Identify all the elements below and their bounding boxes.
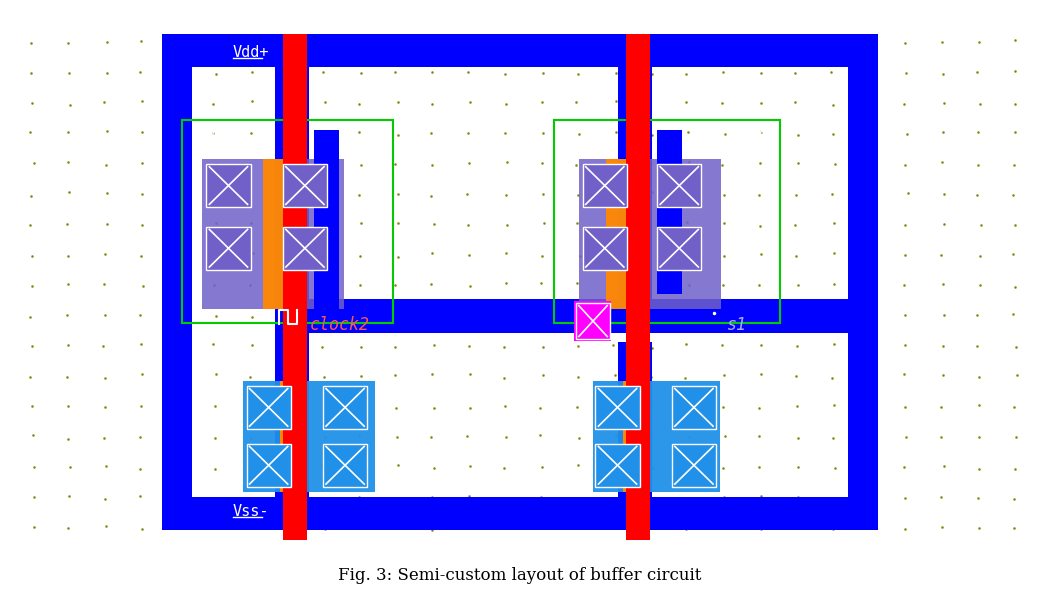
Bar: [162, 34, 878, 67]
Bar: [672, 443, 716, 487]
Bar: [672, 386, 716, 429]
Bar: [576, 303, 610, 340]
Bar: [206, 164, 251, 207]
Bar: [283, 34, 308, 554]
Bar: [323, 386, 367, 429]
Bar: [618, 34, 652, 304]
Bar: [323, 443, 367, 487]
Bar: [596, 443, 640, 487]
Bar: [593, 381, 720, 492]
Bar: [280, 381, 295, 492]
Bar: [295, 381, 308, 492]
Text: Vss-: Vss-: [233, 505, 269, 520]
Text: Vdd+: Vdd+: [193, 128, 230, 143]
Bar: [657, 164, 701, 207]
Bar: [579, 159, 721, 308]
Text: Fig. 3: Semi-custom layout of buffer circuit: Fig. 3: Semi-custom layout of buffer cir…: [338, 568, 702, 584]
Bar: [206, 227, 251, 270]
Bar: [275, 34, 309, 526]
Bar: [574, 301, 612, 341]
Bar: [606, 159, 626, 308]
Bar: [618, 342, 652, 521]
Bar: [246, 443, 291, 487]
Bar: [182, 121, 393, 323]
Bar: [162, 497, 878, 530]
Bar: [275, 299, 652, 332]
Bar: [596, 386, 640, 429]
Bar: [242, 381, 375, 492]
Bar: [283, 227, 327, 270]
Text: s1: s1: [726, 316, 746, 334]
Bar: [554, 121, 780, 323]
Bar: [639, 381, 650, 492]
Bar: [657, 227, 701, 270]
Bar: [162, 34, 191, 516]
Text: Vdd+: Vdd+: [740, 128, 777, 143]
Bar: [246, 386, 291, 429]
Bar: [618, 299, 878, 332]
Bar: [314, 130, 339, 323]
Bar: [657, 130, 681, 294]
Bar: [283, 164, 327, 207]
Bar: [582, 164, 627, 207]
Text: clock2: clock2: [309, 316, 369, 334]
Bar: [582, 227, 627, 270]
Bar: [623, 381, 639, 492]
Bar: [263, 159, 283, 308]
Bar: [849, 34, 878, 516]
Bar: [626, 34, 650, 554]
Bar: [202, 159, 343, 308]
Text: Vdd+: Vdd+: [233, 45, 269, 60]
